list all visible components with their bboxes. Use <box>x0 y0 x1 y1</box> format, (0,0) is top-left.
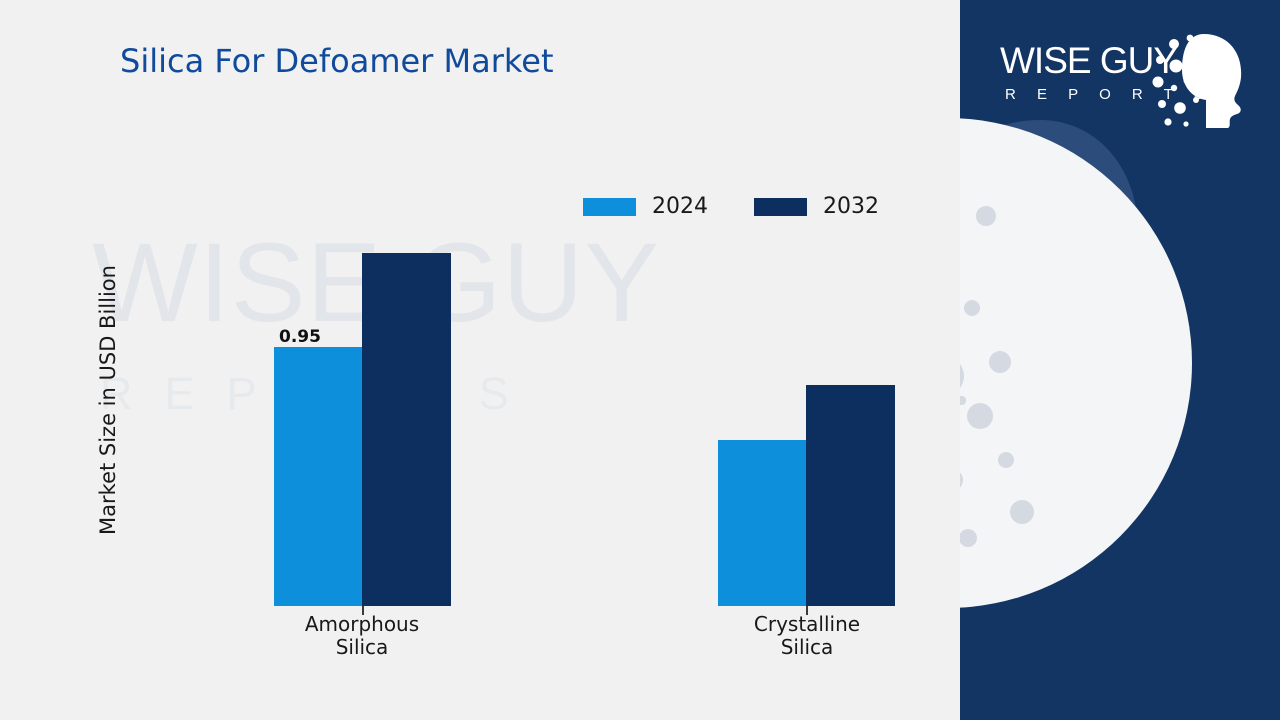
bar-value-amorphous-2024: 0.95 <box>279 327 321 347</box>
legend-swatch-2024 <box>583 197 636 216</box>
x-axis-tick-amorphous <box>362 606 364 615</box>
x-axis-label-amorphous: Amorphous Silica <box>232 613 492 659</box>
x-axis-label-crystalline: Crystalline Silica <box>677 613 937 659</box>
brand-logo: WISE GUY R E P O R T S <box>1000 32 1250 128</box>
x-axis-label-crystalline-line1: Crystalline <box>753 612 861 636</box>
logo-wordmark: WISE GUY <box>1000 40 1178 81</box>
legend-item-2024: 2024 <box>583 194 708 219</box>
bar-crystalline-2032 <box>806 385 895 606</box>
chart-legend: 2024 2032 <box>583 194 879 219</box>
x-axis-label-amorphous-line2: Silica <box>335 635 389 659</box>
bar-amorphous-2024 <box>274 347 362 606</box>
legend-item-2032: 2032 <box>754 194 879 219</box>
x-axis-label-amorphous-line1: Amorphous <box>304 612 420 636</box>
plot-area: 0.95 Amorphous Silica Crystalline Silica <box>232 253 937 659</box>
bar-amorphous-2032 <box>362 253 451 606</box>
bar-crystalline-2024 <box>718 440 806 606</box>
molecule-dots-decoration <box>960 206 1034 547</box>
logo-head-icon <box>1152 34 1242 128</box>
legend-label-2024: 2024 <box>652 194 708 219</box>
legend-swatch-2032 <box>754 197 807 216</box>
x-axis-label-crystalline-line2: Silica <box>780 635 834 659</box>
logo-subtitle: R E P O R T S <box>1005 86 1213 103</box>
legend-label-2032: 2032 <box>823 194 879 219</box>
page-title: Silica For Defoamer Market <box>120 42 554 80</box>
x-axis-tick-crystalline <box>806 606 808 615</box>
